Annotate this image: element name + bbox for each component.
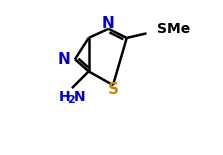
Text: H: H bbox=[59, 90, 71, 104]
Text: 2: 2 bbox=[67, 95, 75, 105]
Text: SMe: SMe bbox=[157, 22, 190, 36]
Text: N: N bbox=[102, 16, 115, 31]
Text: S: S bbox=[107, 82, 118, 97]
Text: N: N bbox=[57, 52, 70, 67]
Text: N: N bbox=[73, 90, 85, 104]
